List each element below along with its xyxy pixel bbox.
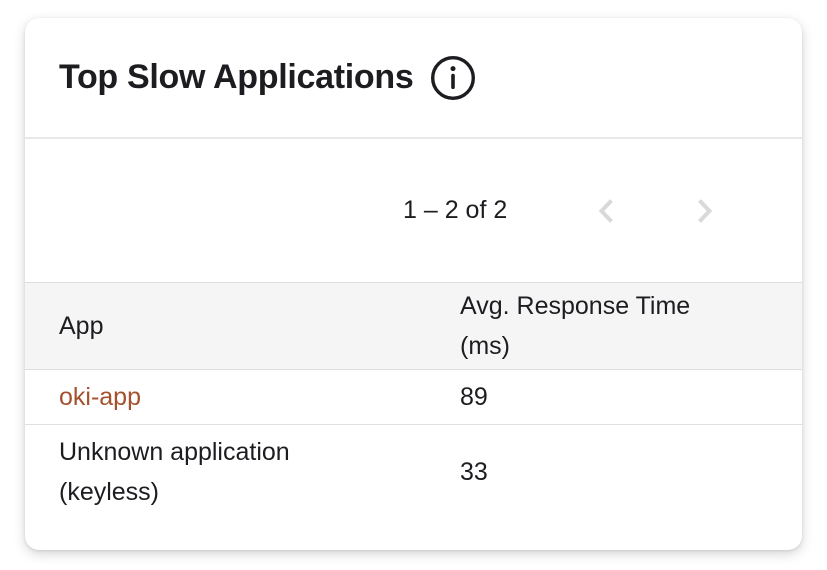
pagination-prev-button[interactable] — [593, 195, 621, 227]
response-time-cell: 89 — [460, 369, 802, 425]
info-icon — [429, 54, 477, 102]
card-header: Top Slow Applications — [25, 18, 802, 139]
app-name: Unknown application (keyless) — [59, 438, 290, 506]
top-slow-applications-card: Top Slow Applications 1 – 2 of 2 — [25, 18, 802, 550]
table-row: oki-app 89 — [25, 369, 802, 425]
card-title: Top Slow Applications — [59, 58, 414, 96]
app-cell: Unknown application (keyless) — [25, 425, 460, 520]
table-row: Unknown application (keyless) 33 — [25, 425, 802, 520]
pagination-next-button[interactable] — [690, 195, 718, 227]
slow-apps-table: App Avg. Response Time (ms) oki-app 89 U… — [25, 282, 802, 519]
app-link-oki-app[interactable]: oki-app — [59, 383, 141, 411]
table-header-row: App Avg. Response Time (ms) — [25, 282, 802, 370]
app-cell: oki-app — [25, 369, 460, 425]
info-button[interactable] — [429, 54, 477, 102]
chevron-right-icon — [691, 195, 717, 227]
response-time-cell: 33 — [460, 458, 488, 486]
pagination: 1 – 2 of 2 — [25, 139, 802, 282]
column-header-avg-response-time: Avg. Response Time (ms) — [460, 282, 802, 370]
column-header-app: App — [25, 282, 460, 370]
chevron-left-icon — [594, 195, 620, 227]
pagination-range: 1 – 2 of 2 — [403, 196, 508, 224]
